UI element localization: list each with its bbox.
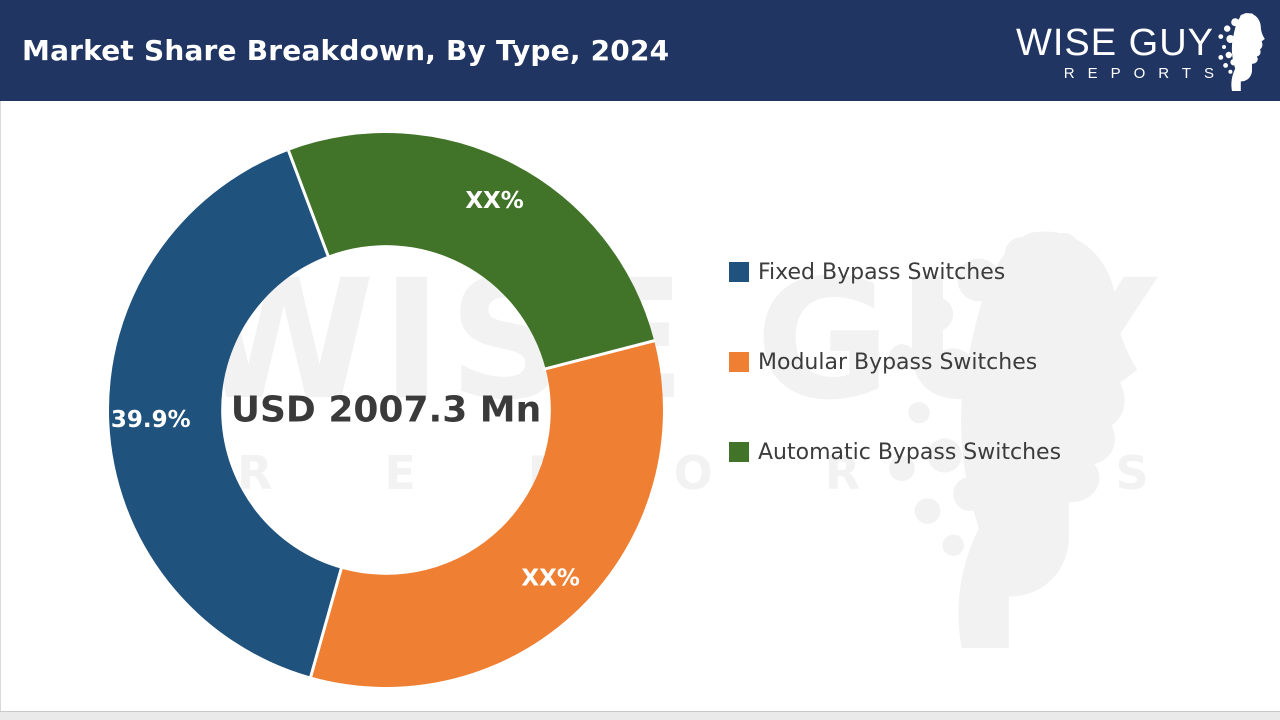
donut-divider — [286, 149, 331, 259]
legend-item-automatic-bypass-switches: Automatic Bypass Switches — [729, 437, 1061, 467]
wiseguy-logo: WISE GUY REPORTS — [1016, 10, 1272, 92]
donut-divider — [543, 339, 656, 371]
legend-swatch-blue — [729, 262, 749, 282]
segment-percent-label: 39.9% — [111, 407, 191, 433]
donut-chart: 39.9% XX% XX% — [109, 132, 663, 687]
page-left-border — [0, 101, 1, 720]
header-bar: Market Share Breakdown, By Type, 2024 WI… — [0, 0, 1280, 101]
page-bottom-strip — [0, 711, 1280, 720]
chart-center-value: USD 2007.3 Mn — [230, 389, 542, 431]
donut-divider — [309, 566, 344, 678]
donut-segment-automatic-bypass-switches — [288, 132, 655, 369]
donut-segment-fixed-bypass-switches — [109, 150, 342, 677]
logo-subtitle: REPORTS — [1063, 65, 1227, 82]
legend-item-modular-bypass-switches: Modular Bypass Switches — [729, 347, 1037, 377]
donut-segment-modular-bypass-switches — [310, 340, 663, 687]
logo-wordmark: WISE GUY — [1015, 22, 1214, 64]
legend-swatch-orange — [729, 352, 749, 372]
page-title: Market Share Breakdown, By Type, 2024 — [22, 34, 670, 67]
logo-face-icon — [1218, 13, 1265, 91]
legend-label: Automatic Bypass Switches — [758, 439, 1062, 465]
legend-label: Fixed Bypass Switches — [758, 259, 1006, 285]
logo-text-block: WISE GUY REPORTS — [1016, 24, 1214, 82]
segment-percent-label: XX% — [465, 188, 524, 214]
legend-swatch-green — [729, 442, 749, 462]
segment-percent-label: XX% — [521, 565, 580, 591]
legend-label: Modular Bypass Switches — [758, 349, 1038, 375]
legend-item-fixed-bypass-switches: Fixed Bypass Switches — [729, 257, 1005, 287]
